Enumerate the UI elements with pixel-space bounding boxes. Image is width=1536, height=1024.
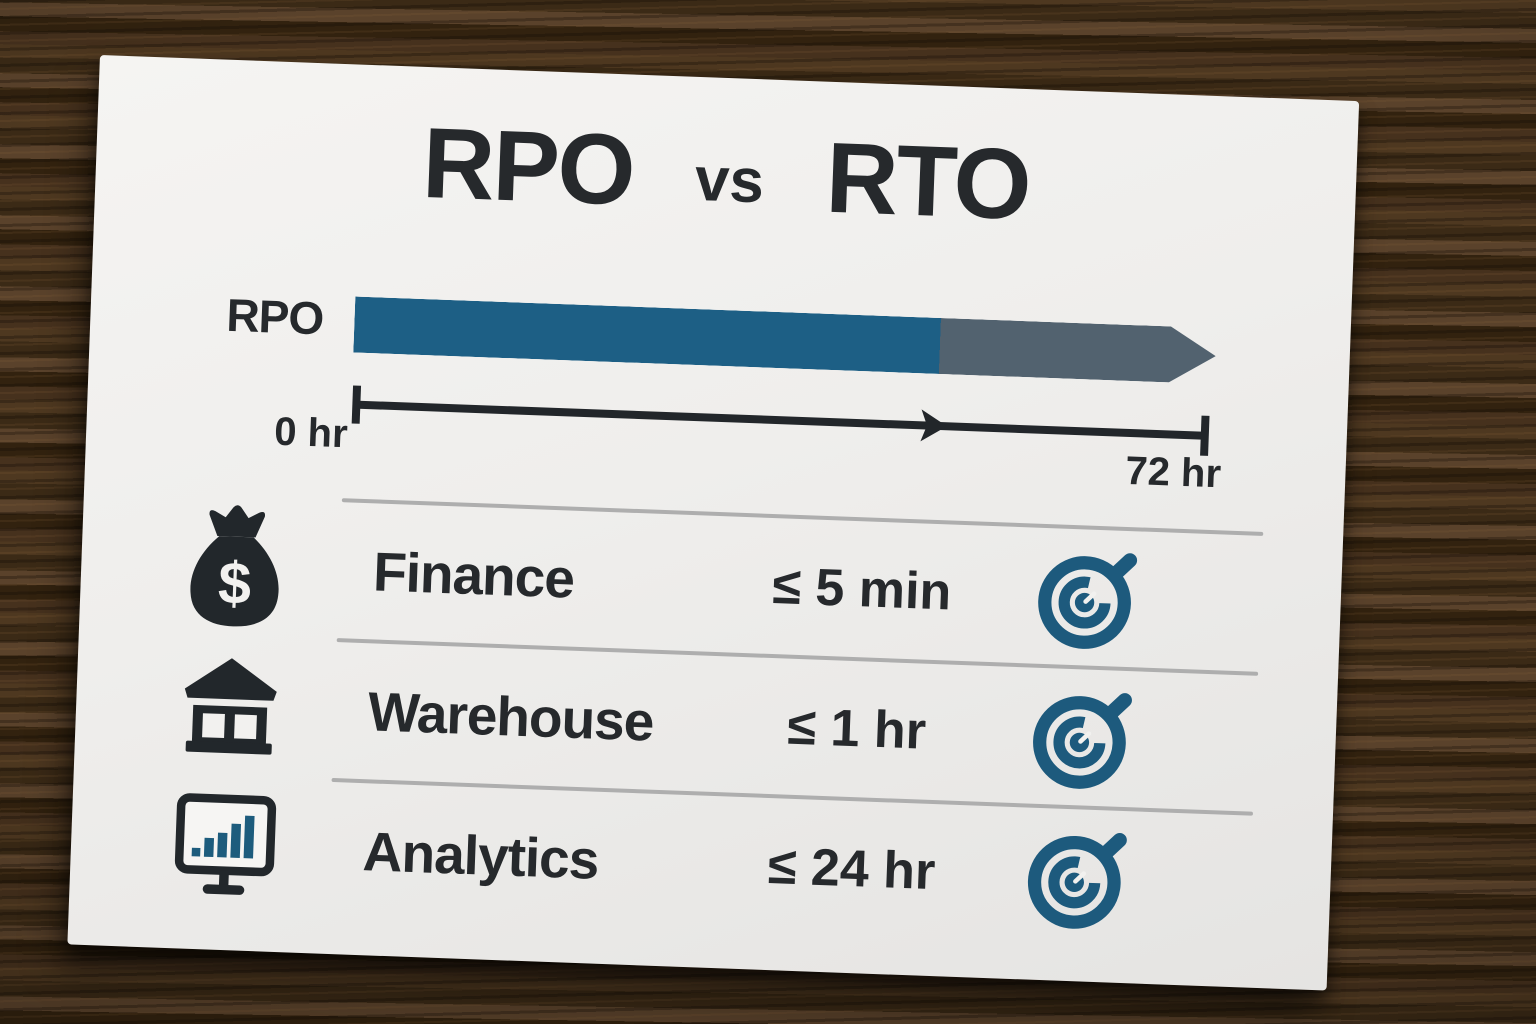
title-vs-separator: vs <box>693 144 766 217</box>
target-timer-icon <box>1027 683 1137 793</box>
timeline-line <box>355 400 1205 440</box>
warehouse-icon <box>176 641 285 771</box>
row-value: ≤ 24 hr <box>767 837 937 902</box>
row-label: Analytics <box>361 820 600 891</box>
money-bag-icon: $ <box>181 501 290 631</box>
svg-text:$: $ <box>217 549 252 617</box>
timeline-end-label: 72 hr <box>1124 448 1222 497</box>
table-row-analytics: Analytics ≤ 24 hr <box>69 771 1333 957</box>
timeline-start-label: 0 hr <box>273 409 349 457</box>
analytics-chart-icon <box>171 781 280 911</box>
target-timer-icon <box>1022 822 1132 932</box>
row-value: ≤ 5 min <box>771 557 953 622</box>
page-title: RPO vs RTO <box>95 101 1358 247</box>
table-row-warehouse: Warehouse ≤ 1 hr <box>74 631 1338 817</box>
row-label: Finance <box>372 540 576 610</box>
target-timer-icon <box>1032 543 1142 653</box>
row-label: Warehouse <box>366 680 655 753</box>
row-value: ≤ 1 hr <box>786 697 927 761</box>
timeline-axis <box>351 385 1210 456</box>
timeline-mid-arrow-icon <box>920 409 947 442</box>
table-row-finance: $ Finance ≤ 5 min <box>79 491 1343 677</box>
rpo-arrow-bar <box>353 297 1216 385</box>
rpo-bar-label: RPO <box>225 288 325 345</box>
infographic-card: RPO vs RTO RPO 0 hr 72 hr $ <box>67 55 1360 991</box>
title-term-rto: RTO <box>824 121 1032 242</box>
title-term-rpo: RPO <box>420 106 636 227</box>
